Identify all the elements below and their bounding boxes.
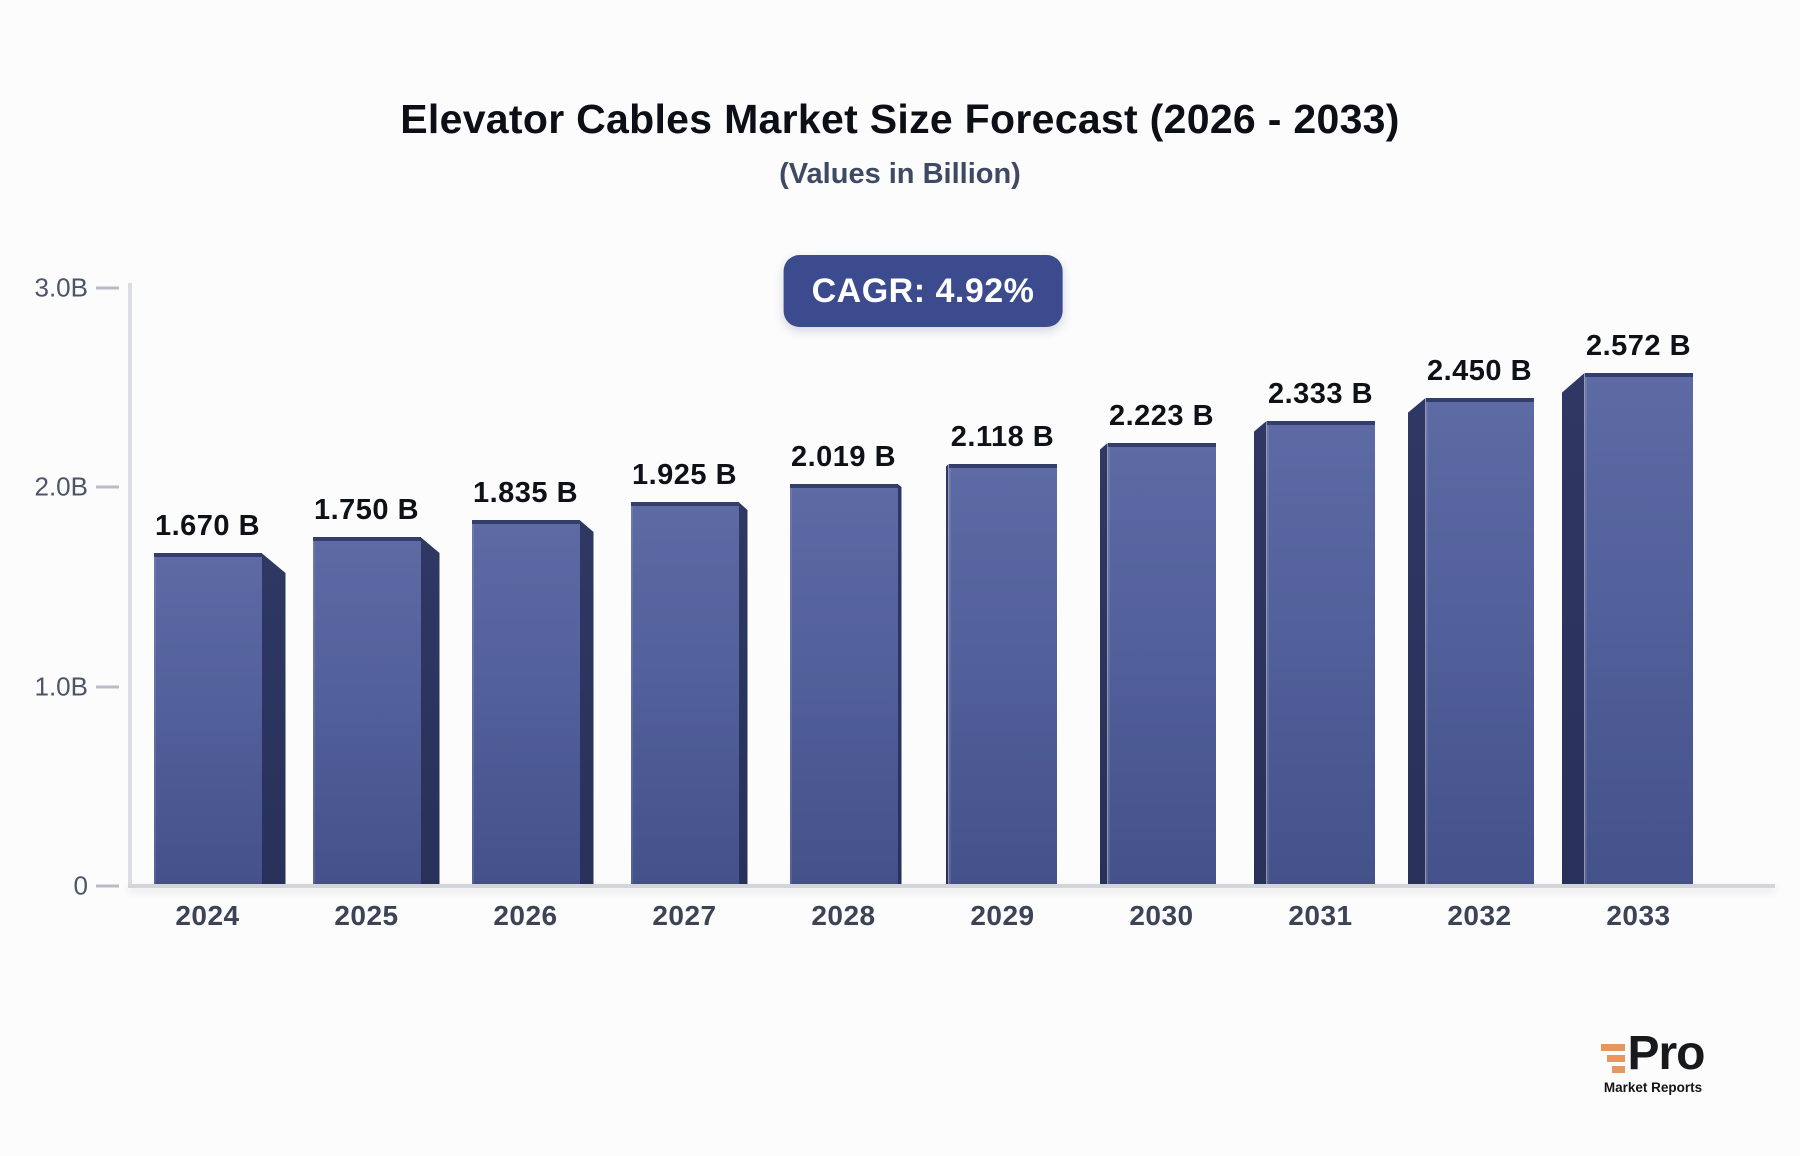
y-tick-label-0: 0: [73, 870, 88, 901]
y-axis-line: [128, 283, 132, 888]
bar-2031[interactable]: [1266, 421, 1375, 886]
bar-3d-side-2031: [1253, 421, 1267, 886]
x-label-2026: 2026: [493, 900, 558, 931]
bar-2029[interactable]: [948, 464, 1057, 886]
bar-3d-side-2032: [1407, 398, 1426, 886]
bar-2027[interactable]: [630, 502, 739, 886]
bar-3d-side-2030: [1099, 443, 1108, 886]
bar-slot-2033: 2.572 B: [1559, 288, 1718, 886]
bar-3d-side-2026: [579, 520, 594, 886]
bar-slot-2027: 1.925 B: [605, 288, 764, 886]
bar-slot-2028: 2.019 B: [764, 288, 923, 886]
bar-value-label-2028: 2.019 B: [790, 441, 897, 473]
logo-stack-icon: [1601, 1044, 1626, 1073]
y-tick-mark: [96, 485, 119, 489]
y-tick-mark: [96, 286, 119, 290]
bar-3d-side-2025: [420, 537, 440, 886]
x-label-2029: 2029: [970, 900, 1035, 931]
bar-value-label-2024: 1.670 B: [154, 510, 261, 542]
y-tick-mark: [96, 685, 119, 689]
x-axis-line: [128, 884, 1775, 888]
bar-value-label-2025: 1.750 B: [313, 494, 420, 526]
x-label-2028: 2028: [811, 900, 876, 931]
bar-value-label-2027: 1.925 B: [631, 459, 738, 491]
x-label-2030: 2030: [1129, 900, 1194, 931]
bar-value-label-2032: 2.450 B: [1426, 355, 1533, 387]
bar-3d-side-2028: [897, 484, 902, 886]
bar-2028[interactable]: [789, 484, 898, 886]
y-tick-label-2.0B: 2.0B: [34, 471, 89, 502]
x-label-2033: 2033: [1606, 900, 1671, 931]
x-label-2027: 2027: [652, 900, 717, 931]
bar-2030[interactable]: [1107, 443, 1216, 886]
bar-slot-2029: 2.118 B: [923, 288, 1082, 886]
y-tick-mark: [96, 884, 119, 888]
bar-2024[interactable]: [153, 553, 262, 886]
chart-title: Elevator Cables Market Size Forecast (20…: [400, 96, 1400, 142]
bar-slot-2026: 1.835 B: [446, 288, 605, 886]
bar-3d-side-2029: [945, 464, 949, 886]
x-label-2032: 2032: [1447, 900, 1512, 931]
pro-market-reports-logo: Pro Market Reports: [1598, 1030, 1708, 1095]
cagr-badge: CAGR: 4.92%: [783, 255, 1063, 327]
plot-area: 1.670 B 1.750 B 1.835 B 1.925 B 2.019 B 2.118…: [128, 288, 1718, 886]
bar-3d-side-2024: [261, 553, 286, 886]
bar-2025[interactable]: [312, 537, 421, 886]
bar-slot-2031: 2.333 B: [1241, 288, 1400, 886]
y-tick-label-3.0B: 3.0B: [34, 272, 89, 303]
x-label-2024: 2024: [175, 900, 240, 931]
bar-value-label-2030: 2.223 B: [1108, 400, 1215, 432]
logo-tagline: Market Reports: [1603, 1080, 1703, 1095]
x-label-2031: 2031: [1288, 900, 1353, 931]
chart-subtitle: (Values in Billion): [779, 158, 1021, 190]
bar-value-label-2029: 2.118 B: [950, 421, 1055, 453]
bar-slot-2024: 1.670 B: [128, 288, 287, 886]
bar-2033[interactable]: [1584, 373, 1693, 886]
bar-slot-2025: 1.750 B: [287, 288, 446, 886]
bar-3d-side-2027: [738, 502, 748, 886]
bar-2026[interactable]: [471, 520, 580, 886]
bar-2032[interactable]: [1425, 398, 1534, 886]
logo-name: Pro: [1627, 1027, 1705, 1080]
x-axis-labels: 2024 2025 2026 2027 2028 2029 2030 2031 2032 2033: [128, 900, 1718, 940]
bar-slot-2032: 2.450 B: [1400, 288, 1559, 886]
bar-value-label-2031: 2.333 B: [1267, 378, 1374, 410]
bar-slot-2030: 2.223 B: [1082, 288, 1241, 886]
bar-3d-side-2033: [1561, 373, 1585, 886]
x-label-2025: 2025: [334, 900, 399, 931]
bar-value-label-2033: 2.572 B: [1585, 330, 1692, 362]
bar-value-label-2026: 1.835 B: [472, 477, 579, 509]
y-tick-label-1.0B: 1.0B: [34, 671, 89, 702]
